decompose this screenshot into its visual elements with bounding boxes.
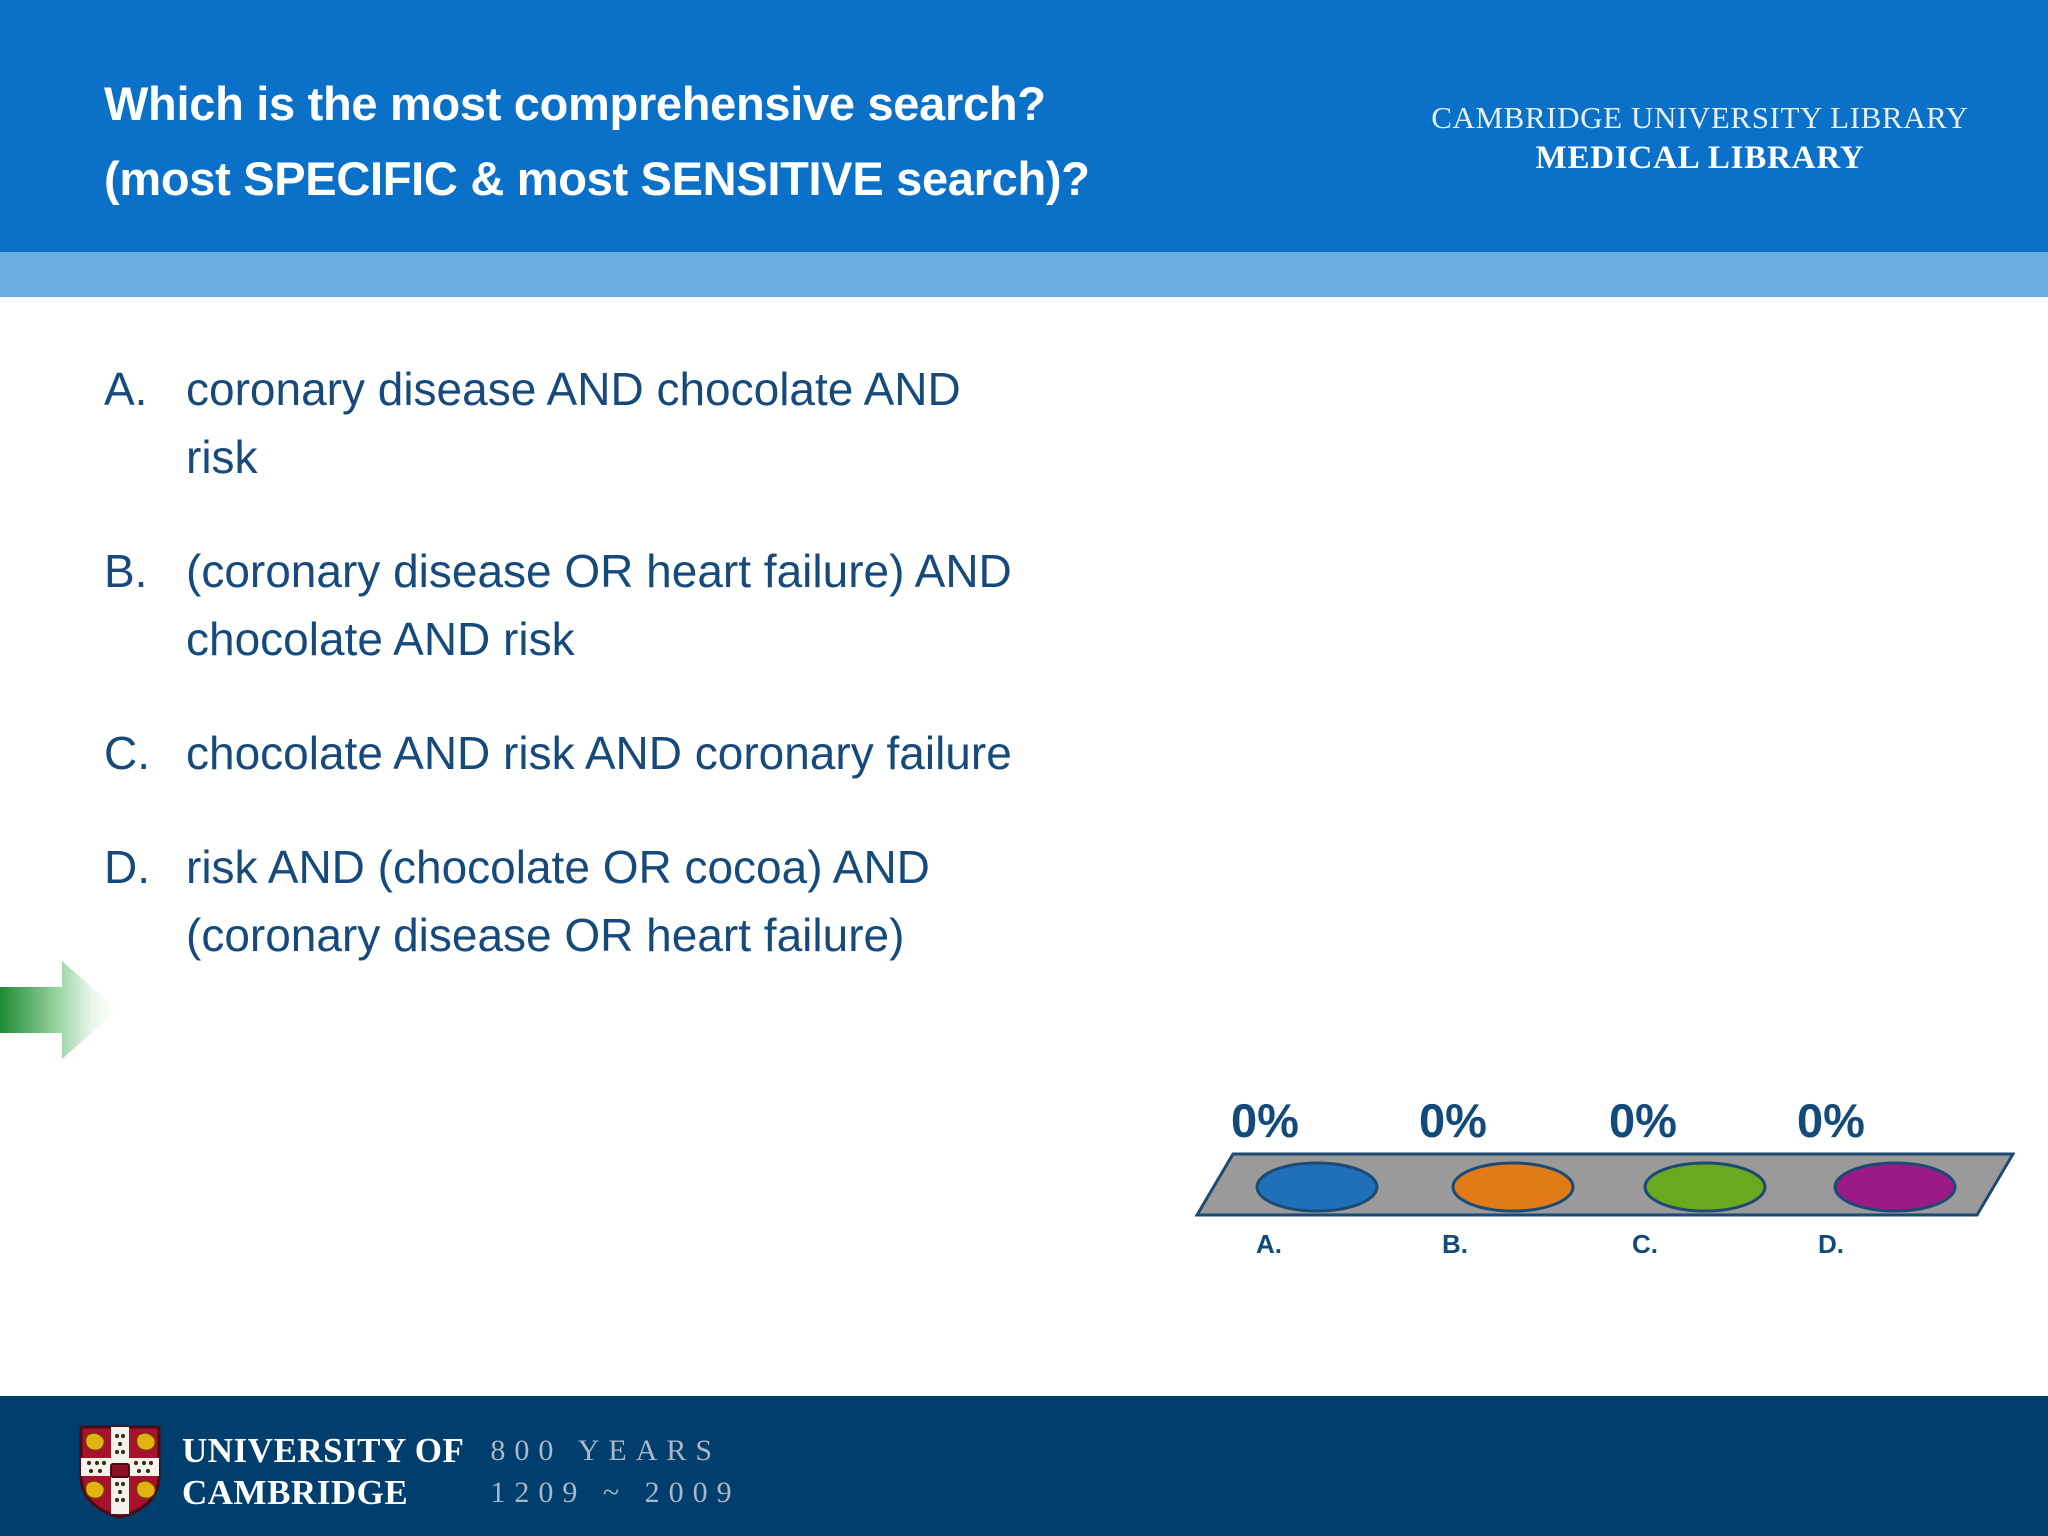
cambridge-crest-icon [79,1425,161,1519]
library-logo-line-1: CAMBRIDGE UNIVERSITY LIBRARY [1431,100,1969,135]
option-text-a: coronary disease AND chocolate AND risk [186,363,961,483]
poll-dot-a [1255,1161,1379,1213]
poll-percent-a: 0% [1231,1094,1299,1147]
poll-percentages: 0% 0% 0% 0% [1195,1095,2015,1147]
slide-title: Which is the most comprehensive search? … [104,66,1424,216]
option-letter-a: A. [104,363,148,415]
poll-percent-c: 0% [1609,1094,1677,1147]
stage-trapezoid [1195,1152,2015,1217]
answer-option-d[interactable]: D. risk AND (chocolate OR cocoa) AND (co… [104,833,1104,969]
poll-category-labels: A. B. C. D. [1195,1227,2015,1271]
university-name-line-1: UNIVERSITY OF [182,1431,465,1470]
answer-option-c[interactable]: C. chocolate AND risk AND coronary failu… [104,719,1104,787]
poll-dot-c [1643,1161,1767,1213]
option-text-b: (coronary disease OR heart failure) AND … [186,545,1012,665]
title-line-1: Which is the most comprehensive search? [104,77,1046,130]
option-letter-d: D. [104,841,150,893]
poll-dot-d [1833,1161,1957,1213]
poll-results-chart: 0% 0% 0% 0% A. B. C. D. [1195,1095,2015,1295]
poll-percent-d: 0% [1797,1094,1865,1147]
anniversary-mark: 800 YEARS 1209 ~ 2009 [490,1430,740,1514]
university-name: UNIVERSITY OF CAMBRIDGE [182,1430,464,1514]
university-name-line-2: CAMBRIDGE [182,1473,409,1512]
poll-stage-platform [1195,1152,2015,1217]
poll-percent-b: 0% [1419,1094,1487,1147]
title-line-2: (most SPECIFIC & most SENSITIVE search)? [104,152,1090,205]
answer-option-b[interactable]: B. (coronary disease OR heart failure) A… [104,537,1104,673]
poll-label-b: B. [1442,1229,1468,1259]
option-text-c: chocolate AND risk AND coronary failure [186,727,1012,779]
option-text-d: risk AND (chocolate OR cocoa) AND (coron… [186,841,930,961]
library-logo-line-2: MEDICAL LIBRARY [1535,140,1865,176]
header-band [0,0,2048,252]
answer-option-a[interactable]: A. coronary disease AND chocolate AND ri… [104,355,1104,491]
option-letter-b: B. [104,545,148,597]
anniversary-line-2: 1209 ~ 2009 [490,1476,741,1509]
poll-label-a: A. [1256,1229,1282,1259]
poll-dot-b [1451,1161,1575,1213]
right-arrow-icon [0,961,118,1059]
footer-band [0,1396,2048,1536]
option-letter-c: C. [104,727,150,779]
library-logo: CAMBRIDGE UNIVERSITY LIBRARY MEDICAL LIB… [1390,100,2010,180]
answer-options-list: A. coronary disease AND chocolate AND ri… [104,355,1104,1015]
header-accent-stripe [0,252,2048,297]
anniversary-line-1: 800 YEARS [490,1434,722,1467]
poll-label-c: C. [1632,1229,1658,1259]
footer-branding: UNIVERSITY OF CAMBRIDGE 800 YEARS 1209 ~… [78,1424,741,1520]
poll-label-d: D. [1818,1229,1844,1259]
